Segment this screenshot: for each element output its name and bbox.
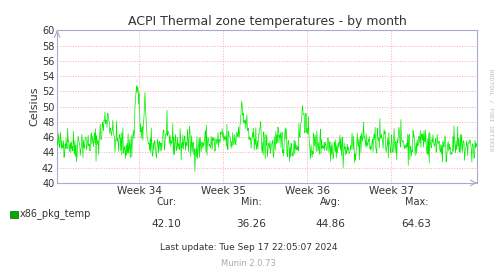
Text: Avg:: Avg:: [320, 197, 341, 207]
Text: Min:: Min:: [241, 197, 261, 207]
Text: Cur:: Cur:: [157, 197, 176, 207]
Text: Munin 2.0.73: Munin 2.0.73: [221, 259, 276, 268]
Y-axis label: Celsius: Celsius: [29, 87, 39, 126]
Text: 44.86: 44.86: [316, 219, 345, 229]
Title: ACPI Thermal zone temperatures - by month: ACPI Thermal zone temperatures - by mont…: [128, 15, 407, 28]
Text: 42.10: 42.10: [152, 219, 181, 229]
Text: 64.63: 64.63: [402, 219, 431, 229]
Text: Max:: Max:: [405, 197, 428, 207]
Text: RRDTOOL / TOBI OETIKER: RRDTOOL / TOBI OETIKER: [489, 69, 494, 151]
Text: Last update: Tue Sep 17 22:05:07 2024: Last update: Tue Sep 17 22:05:07 2024: [160, 243, 337, 252]
Text: 36.26: 36.26: [236, 219, 266, 229]
Text: x86_pkg_temp: x86_pkg_temp: [19, 208, 90, 219]
